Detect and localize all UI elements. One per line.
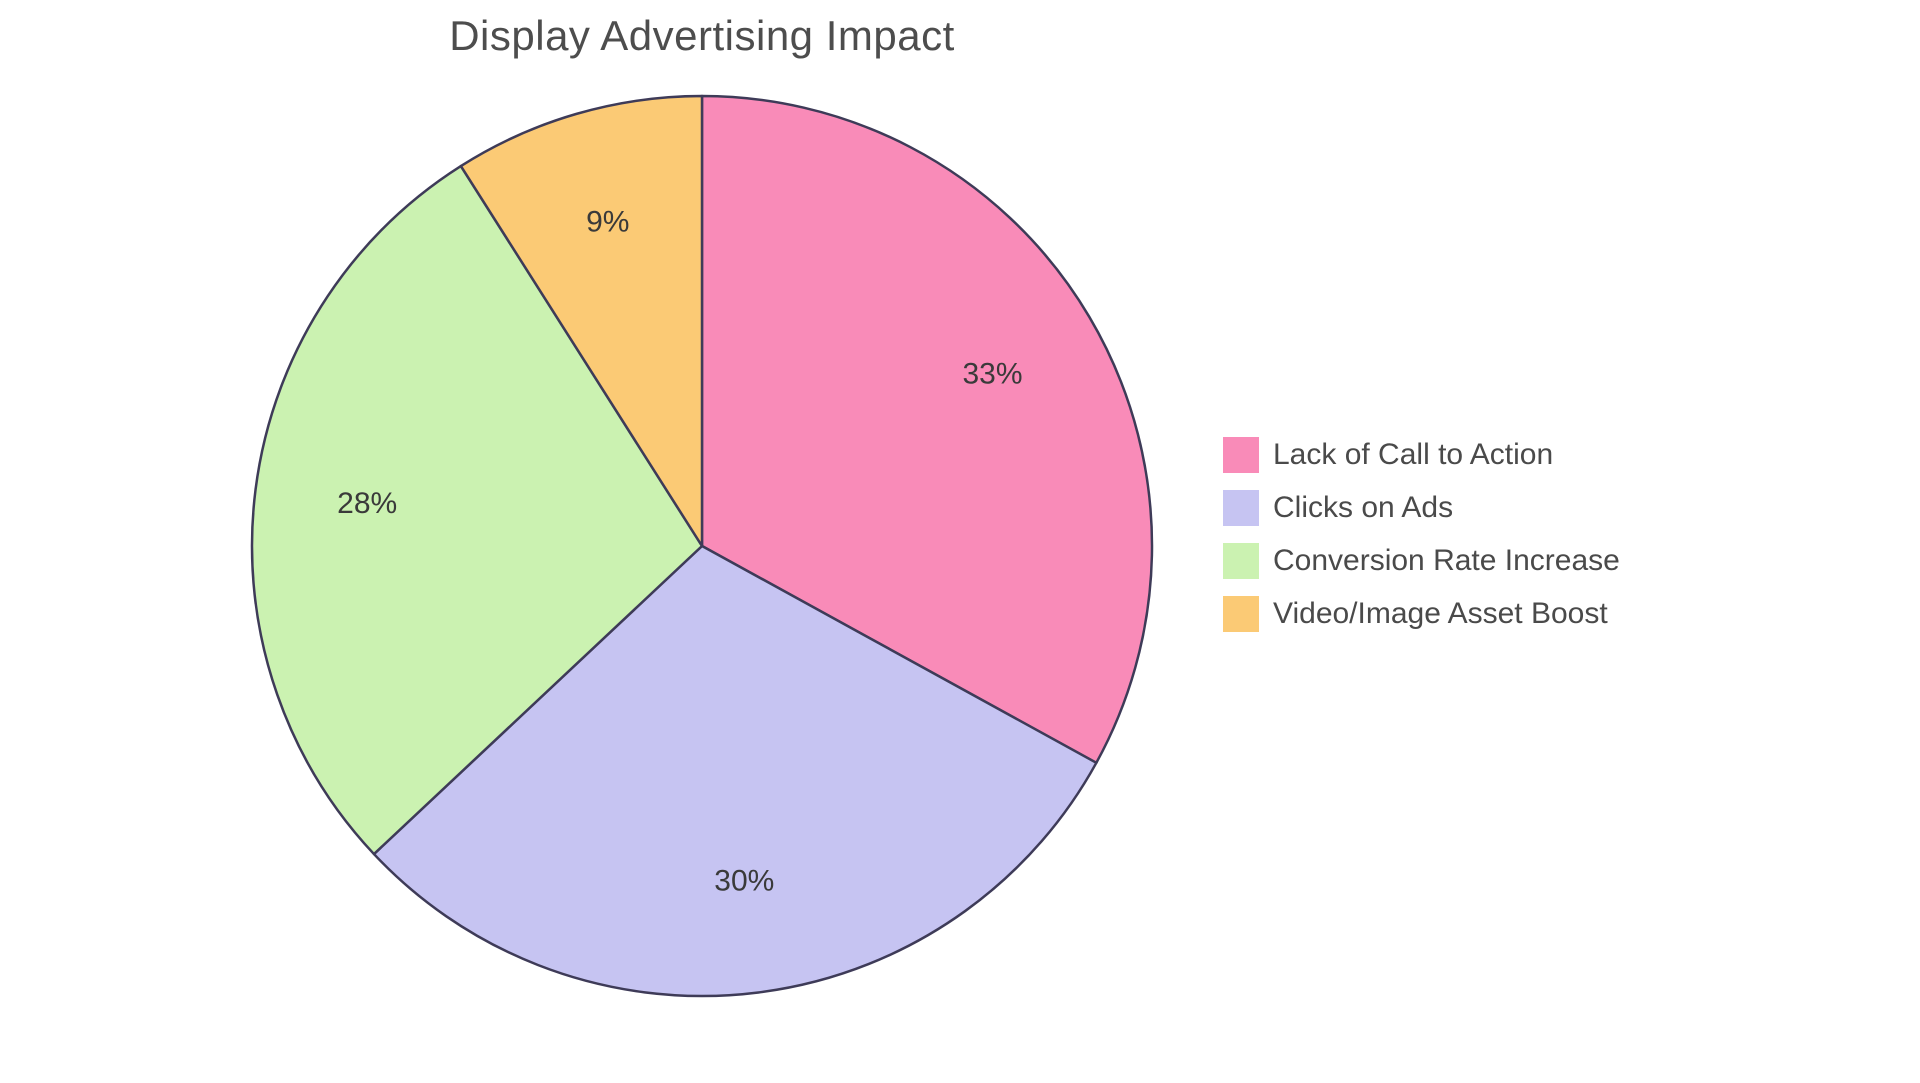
slice-percentage-label-3: 9% — [586, 205, 629, 238]
slice-percentage-label-0: 33% — [962, 358, 1022, 391]
legend-label-0: Lack of Call to Action — [1273, 438, 1554, 471]
legend-label-2: Conversion Rate Increase — [1273, 544, 1620, 577]
legend-swatch-0 — [1223, 437, 1259, 473]
pie-slice-2[interactable] — [250, 164, 704, 856]
legend-item-0[interactable]: Lack of Call to Action — [1223, 437, 1620, 473]
slice-percentage-label-1: 30% — [714, 864, 774, 897]
legend-item-2[interactable]: Conversion Rate Increase — [1223, 543, 1620, 579]
pie-slice-1[interactable] — [372, 544, 1098, 998]
legend-label-3: Video/Image Asset Boost — [1273, 597, 1608, 630]
pie-slice-3[interactable] — [459, 94, 704, 548]
legend: Lack of Call to Action Clicks on Ads Conve… — [1223, 437, 1620, 632]
legend-swatch-2 — [1223, 543, 1259, 579]
legend-item-1[interactable]: Clicks on Ads — [1223, 490, 1620, 526]
legend-item-3[interactable]: Video/Image Asset Boost — [1223, 596, 1620, 632]
legend-swatch-3 — [1223, 596, 1259, 632]
slice-percentage-label-2: 28% — [337, 487, 397, 520]
legend-label-1: Clicks on Ads — [1273, 491, 1454, 524]
chart-title: Display Advertising Impact — [449, 12, 955, 59]
legend-swatch-1 — [1223, 490, 1259, 526]
pie-slice-0[interactable] — [700, 94, 1154, 765]
